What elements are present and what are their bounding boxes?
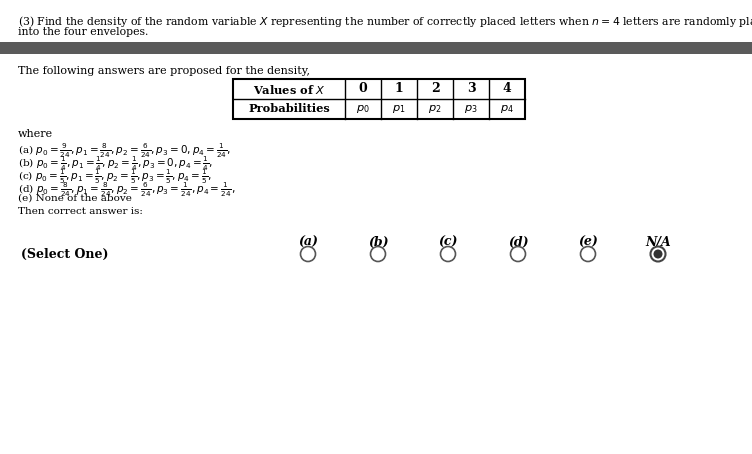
Text: (d): (d): [508, 236, 528, 249]
Text: where: where: [18, 129, 53, 139]
Text: (e) None of the above: (e) None of the above: [18, 194, 132, 203]
Text: (b) $p_0 = \frac{1}{4}, p_1 = \frac{1}{4}, p_2 = \frac{1}{4}, p_3 = 0, p_4 = \fr: (b) $p_0 = \frac{1}{4}, p_1 = \frac{1}{4…: [18, 155, 213, 173]
Text: 3: 3: [467, 83, 475, 95]
Circle shape: [371, 247, 386, 262]
Text: (c) $p_0 = \frac{1}{5}, p_1 = \frac{1}{5}, p_2 = \frac{1}{5}, p_3 = \frac{1}{5},: (c) $p_0 = \frac{1}{5}, p_1 = \frac{1}{5…: [18, 168, 211, 187]
Text: $p_1$: $p_1$: [393, 103, 406, 115]
Text: (3) Find the density of the random variable $X$ representing the number of corre: (3) Find the density of the random varia…: [18, 14, 752, 29]
Text: Values of $X$: Values of $X$: [253, 83, 326, 95]
Text: 2: 2: [431, 83, 439, 95]
Text: $p_0$: $p_0$: [356, 103, 370, 115]
Text: 1: 1: [395, 83, 403, 95]
Text: (a): (a): [298, 236, 318, 249]
Text: Probabilities: Probabilities: [248, 104, 330, 114]
Circle shape: [653, 250, 663, 258]
Text: (d) $p_0 = \frac{8}{24}, p_1 = \frac{8}{24}, p_2 = \frac{6}{24}, p_3 = \frac{1}{: (d) $p_0 = \frac{8}{24}, p_1 = \frac{8}{…: [18, 181, 235, 199]
Circle shape: [581, 247, 596, 262]
Text: (Select One): (Select One): [21, 247, 109, 261]
Text: N/A: N/A: [645, 236, 671, 249]
Text: (a) $p_0 = \frac{9}{24}, p_1 = \frac{8}{24}, p_2 = \frac{6}{24}, p_3 = 0, p_4 = : (a) $p_0 = \frac{9}{24}, p_1 = \frac{8}{…: [18, 142, 231, 160]
Text: $p_4$: $p_4$: [500, 103, 514, 115]
Bar: [0, 42, 752, 54]
Text: (b): (b): [368, 236, 388, 249]
Circle shape: [441, 247, 456, 262]
Text: (c): (c): [438, 236, 458, 249]
Text: into the four envelopes.: into the four envelopes.: [18, 27, 148, 37]
Text: 4: 4: [502, 83, 511, 95]
Text: Then correct answer is:: Then correct answer is:: [18, 207, 143, 216]
Text: The following answers are proposed for the density,: The following answers are proposed for t…: [18, 66, 310, 76]
Circle shape: [511, 247, 526, 262]
Text: $p_3$: $p_3$: [464, 103, 478, 115]
Text: (e): (e): [578, 236, 598, 249]
Bar: [233, 79, 525, 119]
Text: $p_2$: $p_2$: [428, 103, 441, 115]
Text: 0: 0: [359, 83, 368, 95]
Circle shape: [650, 247, 666, 262]
Circle shape: [301, 247, 316, 262]
